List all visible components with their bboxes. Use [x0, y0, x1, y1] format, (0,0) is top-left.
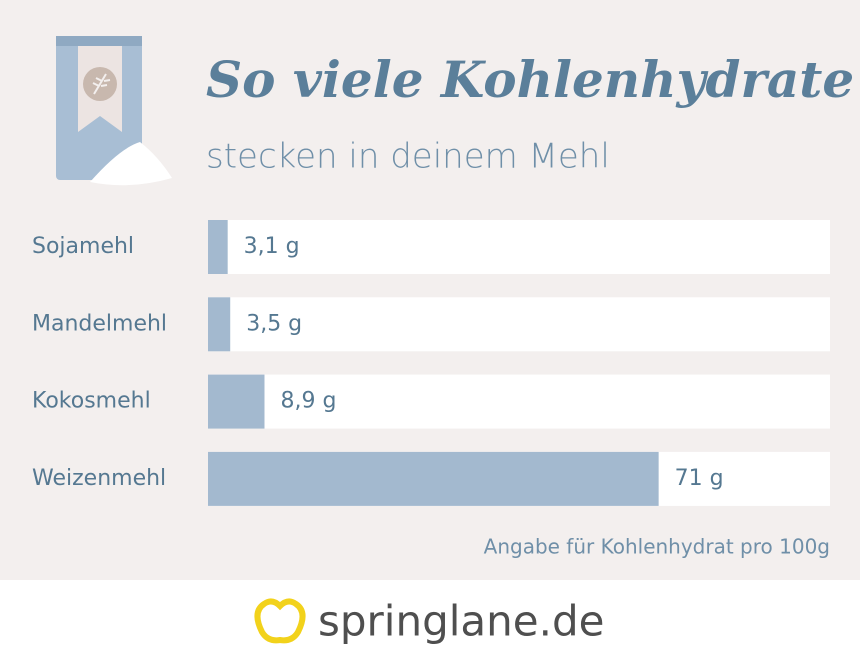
brand-logo [254, 598, 306, 644]
footnote: Angabe für Kohlenhydrat pro 100g [484, 535, 830, 559]
category-label: Kokosmehl [32, 389, 151, 414]
chart-title: So viele Kohlenhydrate [206, 50, 854, 109]
value-label: 3,5 g [246, 311, 302, 336]
category-label: Sojamehl [32, 234, 134, 259]
bar [208, 374, 265, 429]
bar-track [208, 297, 830, 352]
category-label: Mandelmehl [32, 311, 167, 336]
bar-track [208, 220, 830, 274]
value-label: 8,9 g [280, 389, 336, 414]
bar [208, 451, 659, 506]
value-label: 3,1 g [244, 234, 300, 259]
footer-band [0, 580, 860, 668]
bar-track [208, 374, 830, 429]
flour-bag-icon [56, 36, 172, 186]
category-label: Weizenmehl [32, 466, 166, 491]
bar [208, 297, 231, 352]
brand-name: springlane.de [318, 597, 604, 646]
bar [208, 220, 228, 274]
value-label: 71 g [675, 466, 724, 491]
chart-subtitle: stecken in deinem Mehl [206, 137, 610, 177]
